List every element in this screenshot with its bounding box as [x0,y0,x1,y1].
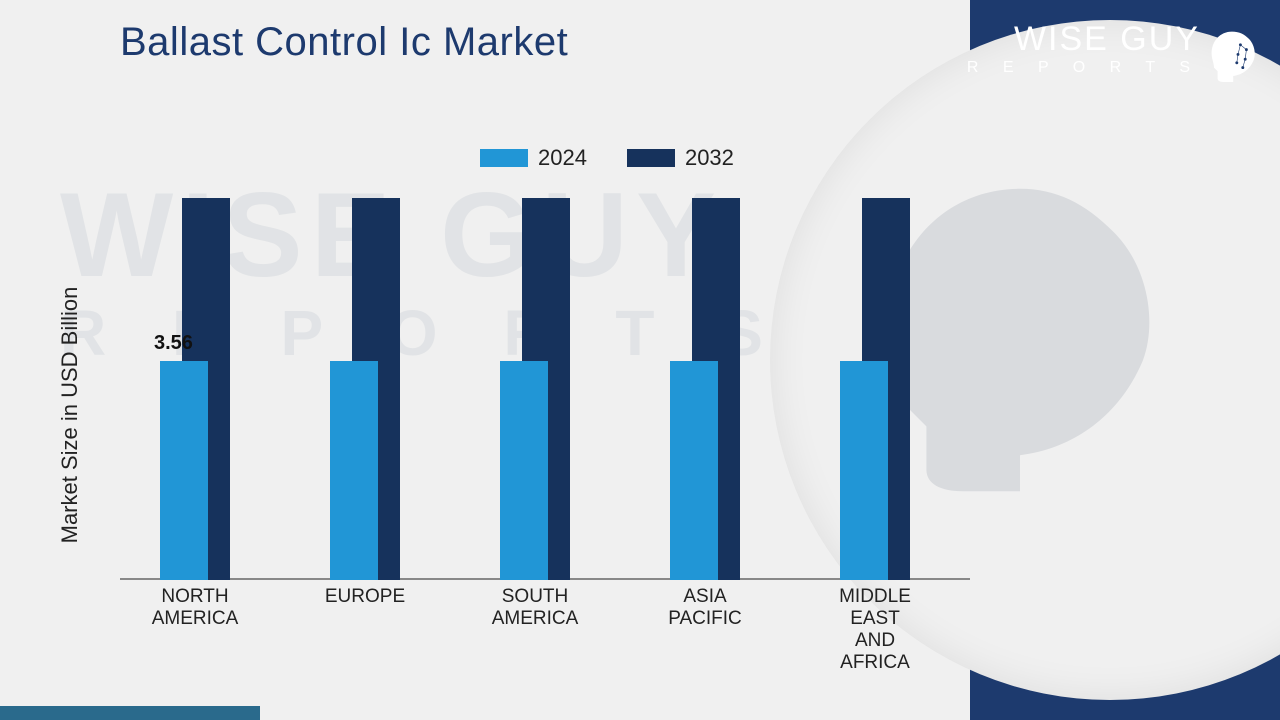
page: WISE GUY R E P O R T S Ballast Control I… [0,0,1280,720]
brand-logo: WISE GUY R E P O R T S [967,20,1256,77]
bottom-accent-bar [0,706,260,720]
brand-top-text: WISE GUY [967,20,1200,59]
category-label: MIDDLEEASTANDAFRICA [795,586,955,673]
brand-bottom-text: R E P O R T S [967,59,1200,77]
chart-title: Ballast Control Ic Market [120,20,568,65]
category-label: NORTHAMERICA [115,586,275,630]
category-label: ASIAPACIFIC [625,586,785,630]
bar-value-label: 3.56 [154,332,193,355]
bar-2024 [840,361,888,580]
bar-2024 [330,361,378,580]
y-axis-label: Market Size in USD Billion [57,287,83,544]
chart-area: Market Size in USD Billion 3.56 NORTHAME… [50,130,970,700]
bar-2024 [670,361,718,580]
bar-2024 [500,361,548,580]
category-label: SOUTHAMERICA [455,586,615,630]
brand-head-icon [1202,28,1262,88]
bar-2024 [160,361,208,580]
category-label: EUROPE [285,586,445,608]
chart-plot: 3.56 [120,180,970,580]
